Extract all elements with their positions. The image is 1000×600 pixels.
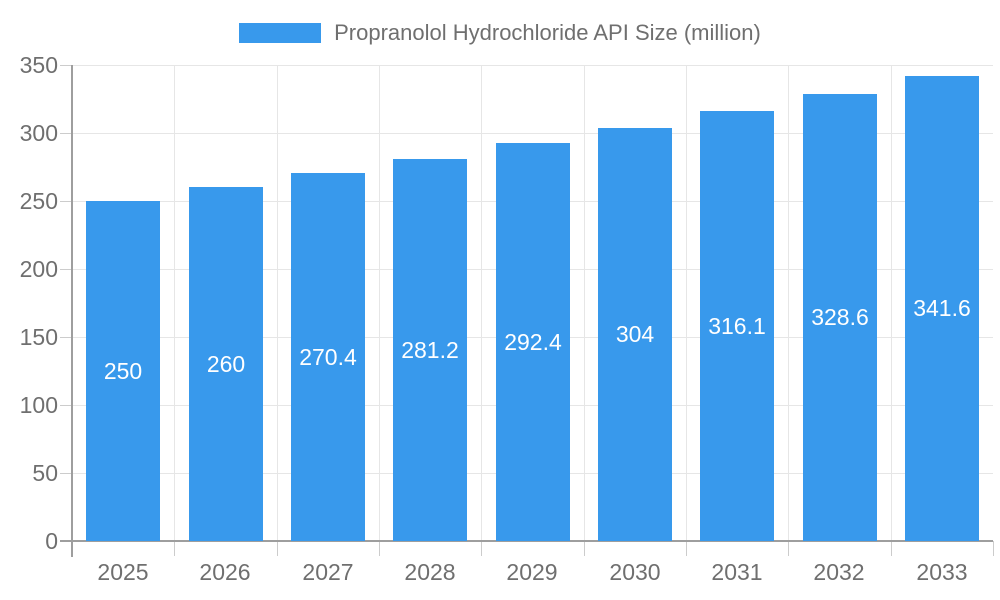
bar-2027[interactable]: 270.4 bbox=[291, 173, 365, 541]
bar-value-label-2032: 328.6 bbox=[811, 304, 869, 330]
x-boundary-gridline-8 bbox=[891, 65, 892, 541]
legend-label: Propranolol Hydrochloride API Size (mill… bbox=[334, 20, 761, 45]
y-tick-300 bbox=[60, 133, 72, 134]
y-axis-label-250: 250 bbox=[19, 188, 58, 214]
x-axis-label-2030: 2030 bbox=[609, 559, 661, 585]
y-axis-label-0: 0 bbox=[45, 528, 58, 554]
bar-value-label-2028: 281.2 bbox=[401, 336, 459, 363]
x-tick-6 bbox=[686, 541, 687, 556]
bar-2026[interactable]: 260 bbox=[189, 187, 263, 541]
y-tick-100 bbox=[60, 405, 72, 406]
x-axis-label-2028: 2028 bbox=[404, 559, 456, 585]
y-tick-50 bbox=[60, 473, 72, 474]
bar-value-label-2030: 304 bbox=[615, 321, 655, 347]
y-axis-label-50: 50 bbox=[32, 460, 58, 486]
x-boundary-gridline-6 bbox=[686, 65, 687, 541]
x-axis-line bbox=[60, 540, 993, 542]
x-tick-4 bbox=[481, 541, 482, 556]
x-tick-5 bbox=[584, 541, 585, 556]
x-boundary-gridline-1 bbox=[174, 65, 175, 541]
bar-2029[interactable]: 292.4 bbox=[496, 143, 570, 541]
x-axis-label-2025: 2025 bbox=[97, 559, 149, 585]
legend[interactable]: Propranolol Hydrochloride API Size (mill… bbox=[0, 21, 1000, 45]
y-tick-250 bbox=[60, 201, 72, 202]
y-axis-label-350: 350 bbox=[19, 52, 58, 78]
x-boundary-gridline-7 bbox=[788, 65, 789, 541]
y-gridline-300 bbox=[72, 133, 993, 134]
bar-value-label-2025: 250 bbox=[103, 357, 143, 384]
y-gridline-350 bbox=[72, 65, 993, 66]
x-tick-3 bbox=[379, 541, 380, 556]
x-axis-label-2031: 2031 bbox=[711, 559, 763, 585]
bar-value-label-2033: 341.6 bbox=[913, 295, 971, 321]
y-axis-label-150: 150 bbox=[19, 324, 58, 350]
bar-2028[interactable]: 281.2 bbox=[393, 159, 467, 541]
bar-2033[interactable]: 341.6 bbox=[905, 76, 979, 541]
x-axis-label-2026: 2026 bbox=[199, 559, 251, 585]
y-tick-350 bbox=[60, 65, 72, 66]
y-axis-line bbox=[71, 65, 73, 557]
y-tick-150 bbox=[60, 337, 72, 338]
bar-2032[interactable]: 328.6 bbox=[803, 94, 877, 541]
bar-2025[interactable]: 250 bbox=[86, 201, 160, 541]
x-tick-1 bbox=[174, 541, 175, 556]
x-axis-label-2033: 2033 bbox=[916, 559, 968, 585]
bar-2031[interactable]: 316.1 bbox=[700, 111, 774, 541]
x-tick-9 bbox=[993, 541, 994, 556]
y-tick-200 bbox=[60, 269, 72, 270]
x-boundary-gridline-5 bbox=[584, 65, 585, 541]
bar-value-label-2027: 270.4 bbox=[299, 343, 357, 370]
x-tick-2 bbox=[277, 541, 278, 556]
x-boundary-gridline-3 bbox=[379, 65, 380, 541]
x-axis-label-2027: 2027 bbox=[302, 559, 354, 585]
x-boundary-gridline-4 bbox=[481, 65, 482, 541]
bar-value-label-2029: 292.4 bbox=[504, 328, 562, 355]
bar-value-label-2026: 260 bbox=[206, 350, 246, 377]
x-axis-label-2029: 2029 bbox=[506, 559, 558, 585]
x-boundary-gridline-2 bbox=[277, 65, 278, 541]
y-axis-label-100: 100 bbox=[19, 392, 58, 418]
legend-swatch bbox=[239, 23, 322, 43]
bar-2030[interactable]: 304 bbox=[598, 128, 672, 541]
y-axis-label-300: 300 bbox=[19, 120, 58, 146]
x-tick-8 bbox=[891, 541, 892, 556]
bar-value-label-2031: 316.1 bbox=[708, 312, 766, 339]
y-axis-label-200: 200 bbox=[19, 256, 58, 282]
x-axis-label-2032: 2032 bbox=[813, 559, 865, 585]
x-tick-7 bbox=[788, 541, 789, 556]
